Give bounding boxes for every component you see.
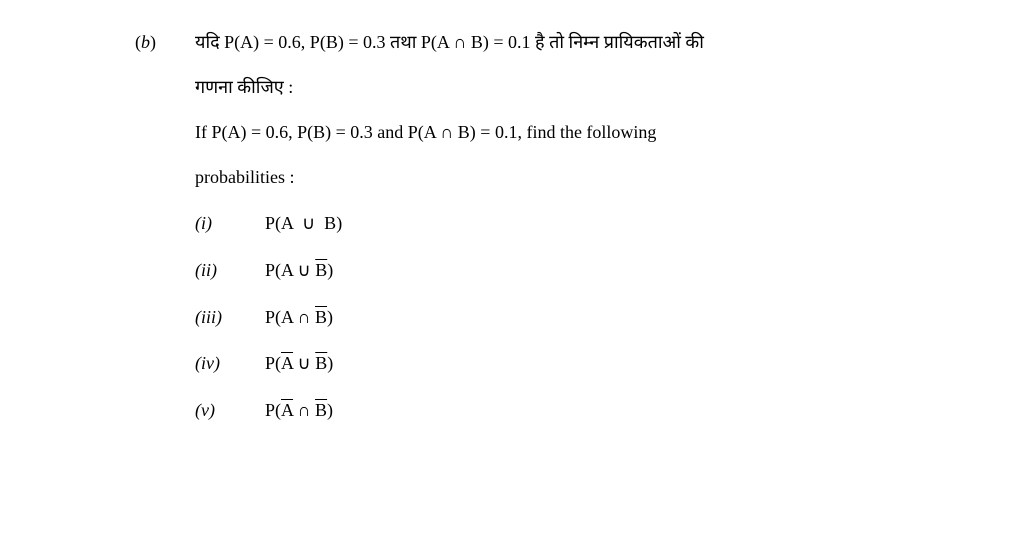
list-item: (v) P(A ∩ B) [195,387,965,434]
item-marker: (ii) [195,247,265,294]
question-first-row: (b) यदि P(A) = 0.6, P(B) = 0.3 तथा P(A ∩… [135,20,965,65]
item-expression: P(A ∩ B) [265,294,333,341]
list-item: (ii) P(A ∪ B) [195,247,965,294]
english-line-1: If P(A) = 0.6, P(B) = 0.3 and P(A ∩ B) =… [195,110,965,155]
marker-letter: b [141,32,150,52]
item-expression: P(A ∪ B) [265,247,333,294]
question-block: (b) यदि P(A) = 0.6, P(B) = 0.3 तथा P(A ∩… [135,20,965,434]
question-marker: (b) [135,20,195,65]
hindi-line-1: यदि P(A) = 0.6, P(B) = 0.3 तथा P(A ∩ B) … [195,20,965,65]
english-line-2: probabilities : [195,155,965,200]
item-expression: P(A ∪ B) [265,340,333,387]
item-marker: (i) [195,200,265,247]
list-item: (i) P(A ∪ B) [195,200,965,247]
item-marker: (iii) [195,294,265,341]
question-continuation: गणना कीजिए : If P(A) = 0.6, P(B) = 0.3 a… [195,65,965,434]
list-item: (iv) P(A ∪ B) [195,340,965,387]
list-item: (iii) P(A ∩ B) [195,294,965,341]
item-marker: (v) [195,387,265,434]
item-marker: (iv) [195,340,265,387]
item-expression: P(A ∩ B) [265,387,333,434]
item-expression: P(A ∪ B) [265,200,342,247]
hindi-line-2: गणना कीजिए : [195,65,965,110]
